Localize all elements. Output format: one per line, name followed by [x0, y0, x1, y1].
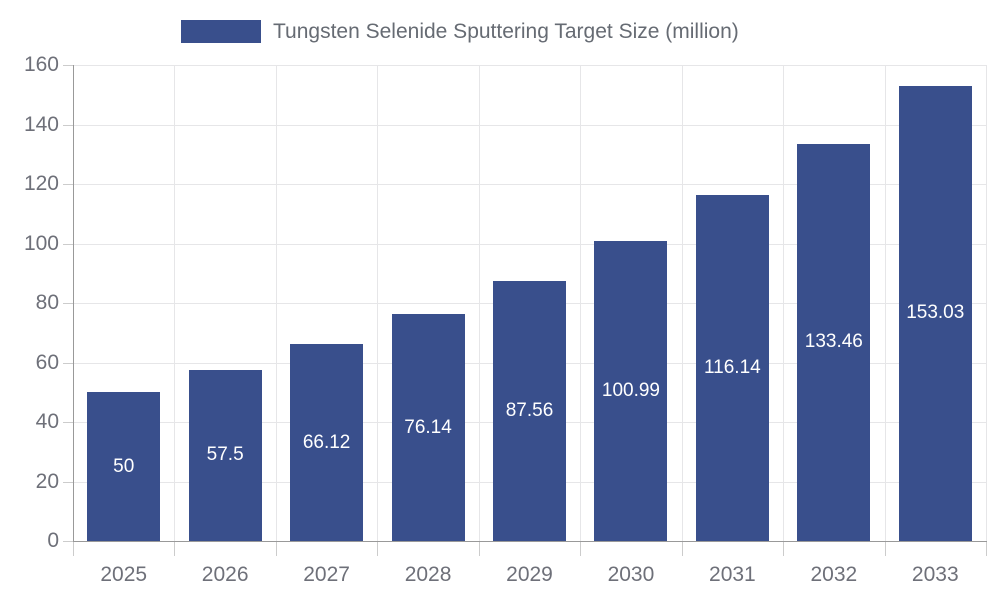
gridline-horizontal: [73, 184, 986, 185]
y-axis-tick-label: 120: [23, 172, 59, 195]
bar-2033[interactable]: [898, 85, 972, 541]
y-axis-tick-mark: [63, 481, 73, 483]
x-axis-tick-mark: [681, 541, 683, 556]
y-axis-tick-label: 80: [35, 291, 59, 314]
x-axis-tick-mark: [986, 541, 987, 556]
y-axis-tick-mark: [63, 243, 73, 245]
bar-value-label: 50: [113, 455, 135, 477]
y-axis-tick-mark: [63, 124, 73, 126]
x-axis-tick-label: 2033: [911, 563, 959, 586]
bar-value-label: 153.03: [906, 302, 965, 324]
bar-2029[interactable]: [493, 280, 566, 541]
x-axis-tick-label: 2030: [607, 563, 655, 586]
gridline-horizontal: [73, 65, 986, 66]
x-axis-line: [73, 541, 987, 542]
x-axis-tick-mark: [275, 541, 277, 556]
x-axis-tick-label: 2028: [404, 563, 452, 586]
legend-label: Tungsten Selenide Sputtering Target Size…: [273, 20, 739, 43]
x-axis-tick-mark: [783, 541, 785, 556]
bar-value-label: 100.99: [601, 379, 660, 401]
y-axis-tick-label: 20: [35, 469, 59, 493]
bar-2025[interactable]: [87, 392, 161, 541]
bar-value-label: 87.56: [505, 399, 554, 421]
bar-2031[interactable]: [695, 195, 769, 541]
x-axis-tick-label: 2032: [810, 563, 858, 586]
gridline-horizontal: [73, 124, 986, 126]
y-axis-tick-label: 160: [23, 53, 59, 76]
x-axis-tick-mark: [174, 541, 176, 556]
y-axis-tick-label: 40: [35, 410, 59, 433]
x-axis-tick-label: 2026: [201, 563, 249, 586]
y-axis-tick-label: 140: [23, 112, 59, 136]
bar-2027[interactable]: [290, 344, 364, 541]
y-axis-tick-label: 60: [35, 350, 59, 374]
y-axis-tick-mark: [63, 362, 73, 364]
y-axis-tick-mark: [63, 65, 73, 66]
bar-2032[interactable]: [797, 143, 871, 541]
y-axis-line: [73, 65, 74, 541]
x-axis-tick-mark: [478, 541, 480, 556]
bar-value-label: 57.5: [206, 444, 244, 466]
y-axis-tick-mark: [63, 422, 73, 423]
bar-value-label: 76.14: [404, 416, 452, 438]
bar-2030[interactable]: [594, 240, 668, 541]
bar-2026[interactable]: [188, 369, 262, 541]
gridline-horizontal: [73, 243, 986, 245]
bar-value-label: 66.12: [302, 431, 351, 453]
x-axis-tick-mark: [884, 541, 886, 556]
y-axis-tick-mark: [63, 541, 73, 542]
bar-2028[interactable]: [391, 314, 465, 541]
y-axis-tick-label: 100: [23, 231, 59, 255]
x-axis-tick-label: 2027: [303, 563, 350, 586]
bar-value-label: 116.14: [704, 357, 761, 379]
y-axis-tick-mark: [63, 184, 73, 185]
gridline-vertical: [986, 65, 987, 541]
legend-swatch: [181, 20, 261, 43]
y-axis-tick-label: 0: [47, 529, 59, 552]
x-axis-tick-mark: [377, 541, 379, 556]
x-axis-tick-mark: [580, 541, 582, 556]
x-axis-tick-label: 2031: [709, 563, 756, 586]
x-axis-tick-label: 2029: [506, 563, 553, 586]
bar-value-label: 133.46: [804, 331, 863, 353]
x-axis-tick-mark: [73, 541, 74, 556]
legend[interactable]: Tungsten Selenide Sputtering Target Size…: [181, 20, 739, 43]
x-axis-tick-label: 2025: [100, 563, 148, 586]
y-axis-tick-mark: [63, 303, 73, 304]
